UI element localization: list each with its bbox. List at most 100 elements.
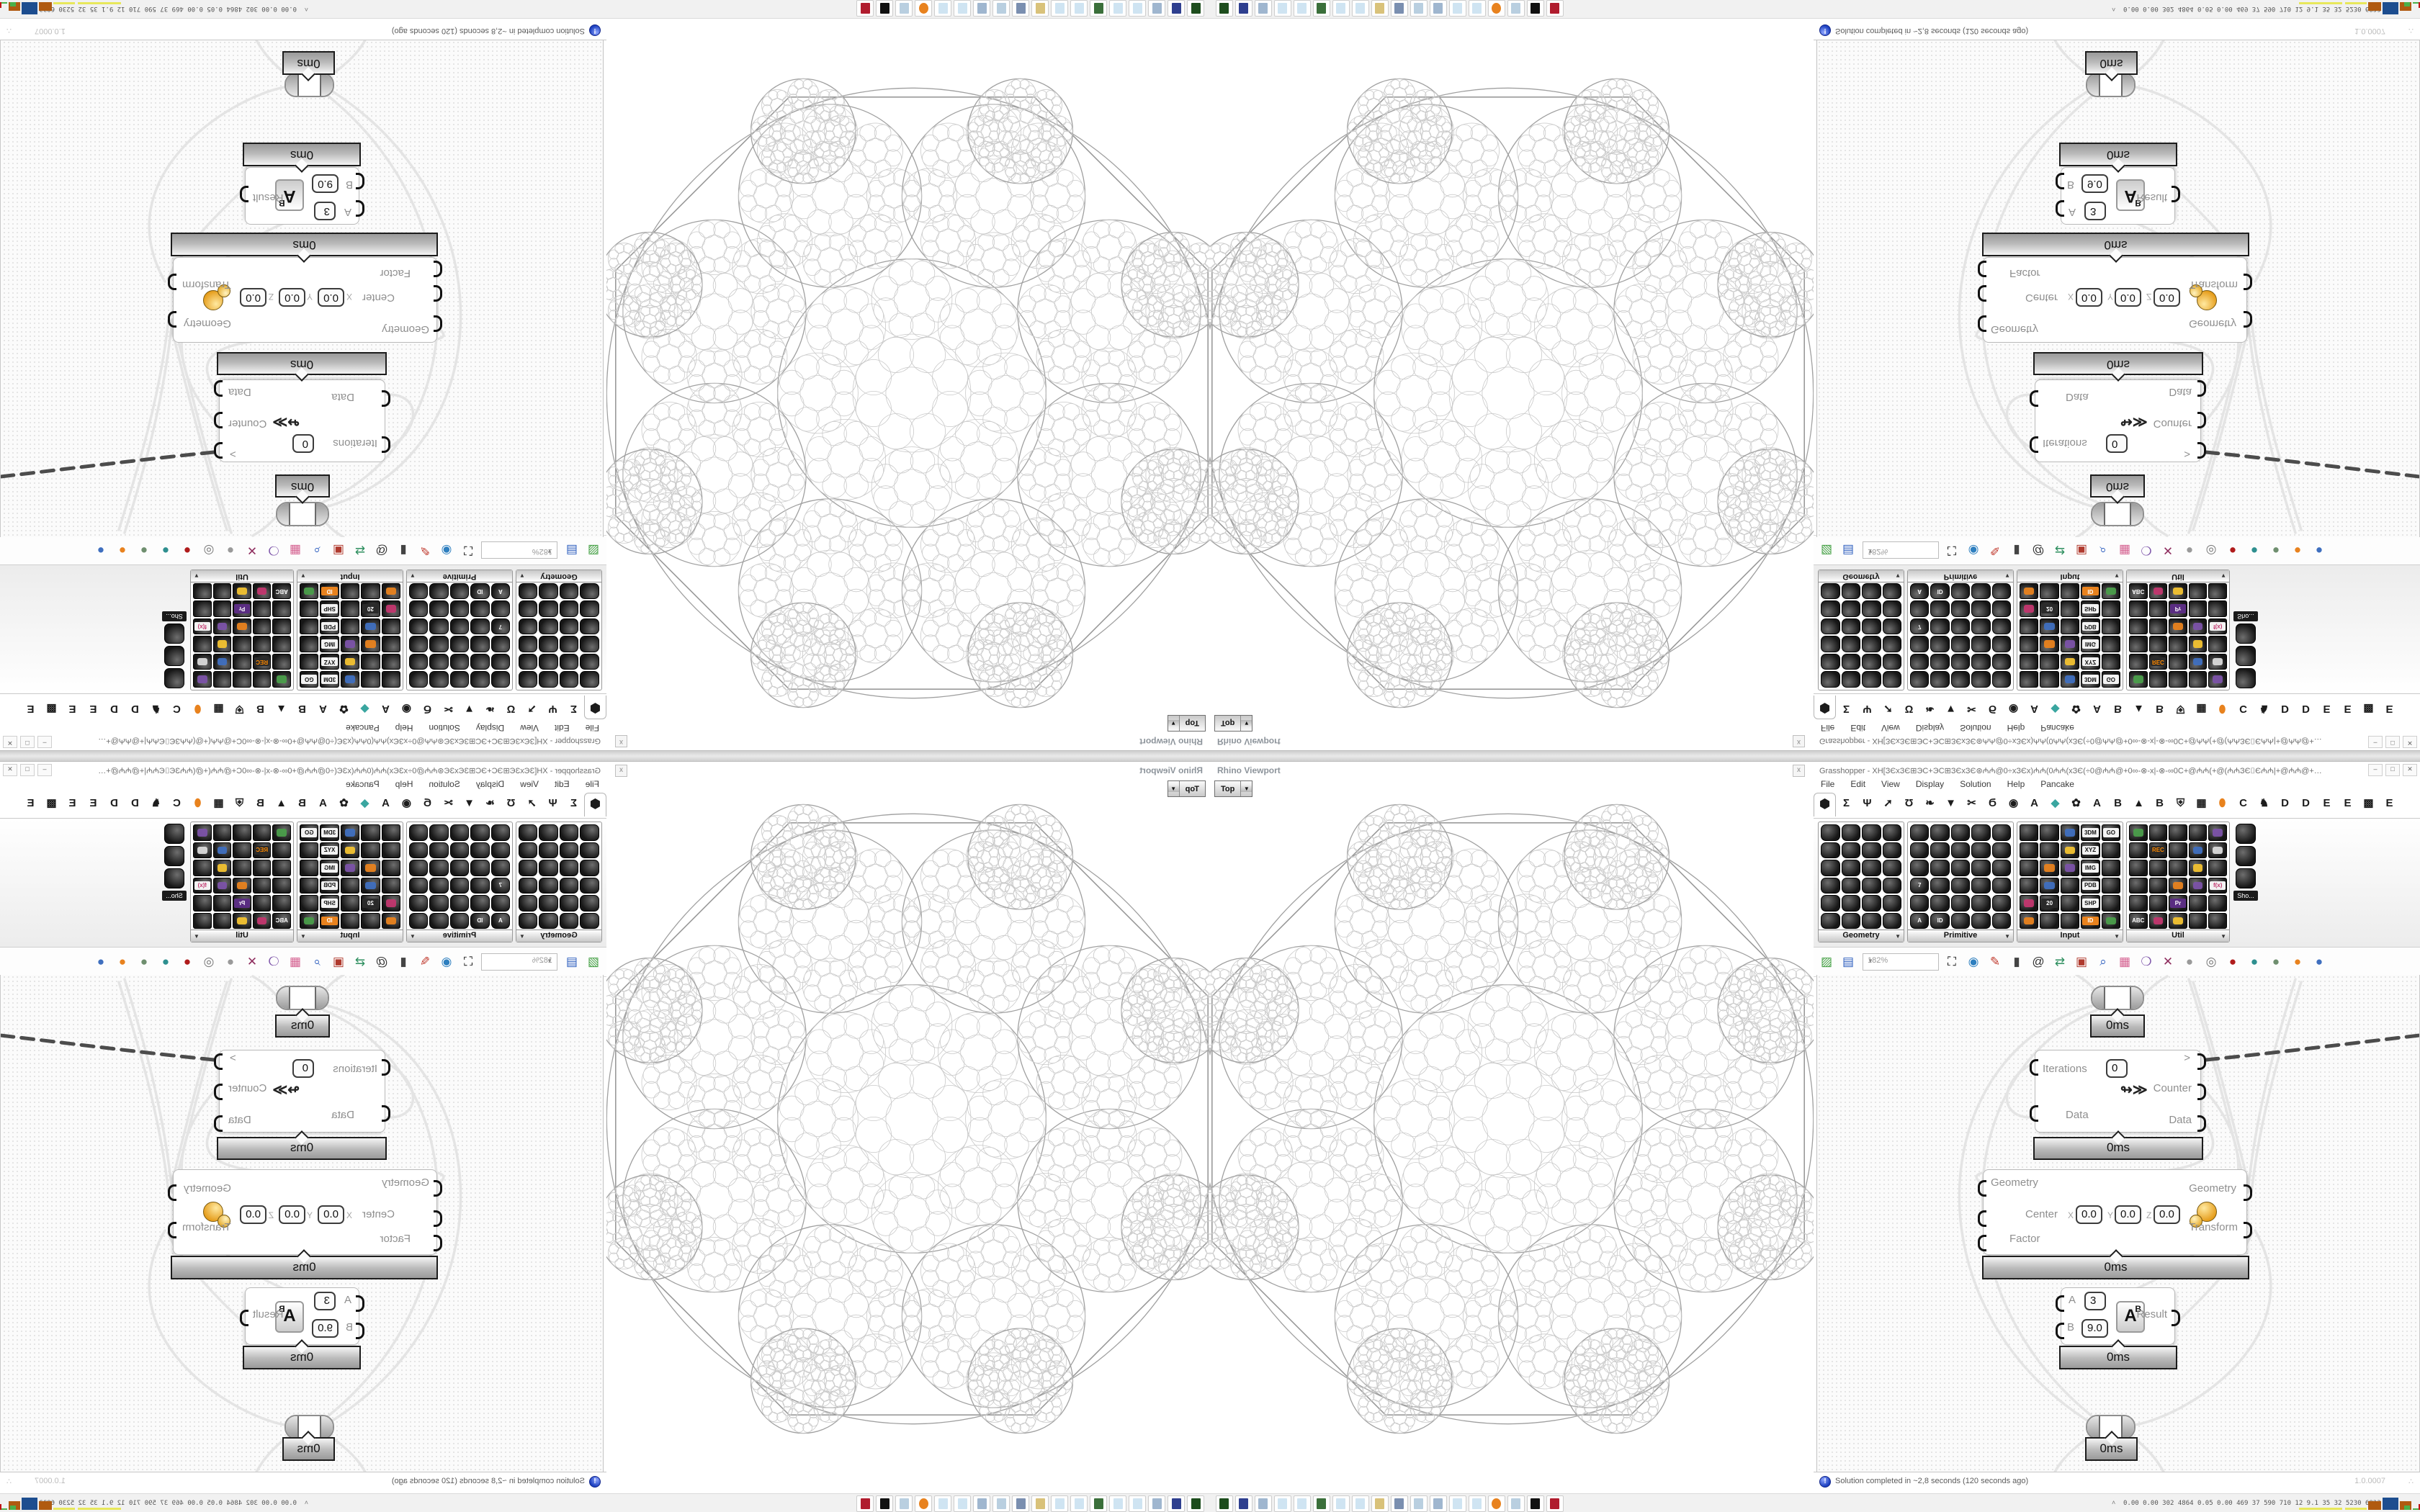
palette-icon[interactable] — [519, 600, 538, 617]
component-tab-25[interactable]: E — [2344, 797, 2352, 809]
preview-teal-icon[interactable]: ● — [2250, 955, 2259, 968]
output-port-icon[interactable] — [214, 1084, 223, 1100]
taskbar-app-documents[interactable] — [1255, 0, 1272, 17]
component-tab-0[interactable]: ⬢ — [584, 696, 606, 720]
viewport-view-dropdown[interactable]: Top ▼ — [1167, 780, 1206, 797]
palette-icon[interactable]: ID — [1930, 912, 1950, 929]
palette-icon[interactable] — [381, 583, 400, 600]
palette-icon[interactable] — [490, 671, 510, 688]
input-port-icon[interactable] — [356, 173, 364, 189]
palette-icon[interactable] — [2020, 654, 2039, 670]
palette-icon[interactable] — [470, 824, 490, 841]
palette-icon[interactable] — [2236, 824, 2256, 844]
palette-icon[interactable] — [340, 671, 360, 688]
palette-icon[interactable] — [1950, 671, 1971, 688]
output-port-icon[interactable] — [2197, 380, 2206, 397]
palette-icon[interactable] — [2169, 654, 2187, 670]
component-tab-8[interactable]: Ϭ — [1988, 797, 1997, 809]
input-port-icon[interactable] — [382, 1105, 390, 1122]
menu-view[interactable]: View — [520, 779, 539, 789]
menu-edit[interactable]: Edit — [1850, 779, 1866, 789]
input-port-icon[interactable] — [2030, 1059, 2038, 1076]
component-tab-24[interactable]: E — [2323, 703, 2331, 715]
component-tab-17[interactable]: ⛨ — [2176, 703, 2185, 715]
palette-icon[interactable] — [1821, 671, 1840, 688]
output-port-icon[interactable] — [2197, 442, 2206, 459]
palette-icon[interactable]: XYZ — [2081, 842, 2100, 858]
taskbar-app-monitor-chart[interactable] — [1313, 0, 1330, 17]
palette-icon[interactable] — [1821, 877, 1840, 894]
component-tab-20[interactable]: C — [2239, 797, 2247, 809]
palette-icon[interactable] — [1841, 671, 1860, 688]
palette-icon[interactable] — [300, 912, 319, 929]
palette-icon[interactable] — [212, 583, 232, 600]
package-icon[interactable]: ▦ — [2118, 544, 2131, 557]
palette-icon[interactable] — [1910, 600, 1930, 617]
palette-icon[interactable] — [1971, 583, 1991, 600]
palette-icon[interactable] — [470, 842, 490, 858]
component-tab-27[interactable]: E — [2385, 703, 2393, 715]
component-tab-20[interactable]: C — [173, 797, 181, 809]
palette-icon[interactable] — [560, 618, 579, 635]
palette-icon[interactable] — [1910, 842, 1930, 858]
package-icon[interactable]: ▦ — [289, 544, 302, 557]
taskbar-app-notepad[interactable] — [1332, 1495, 1350, 1512]
power-b-value-box[interactable]: 9.0 — [312, 1319, 339, 1338]
taskbar-app-media-player[interactable] — [1012, 1495, 1029, 1512]
palette-icon[interactable] — [470, 618, 490, 635]
component-tab-10[interactable]: A — [2030, 703, 2038, 715]
palette-icon[interactable] — [519, 636, 538, 652]
menu-help[interactable]: Help — [395, 723, 413, 733]
palette-icon[interactable] — [252, 636, 272, 652]
palette-icon[interactable] — [300, 618, 319, 635]
palette-icon[interactable] — [560, 600, 579, 617]
sphere-gray-icon[interactable]: ● — [226, 544, 235, 557]
palette-icon[interactable] — [361, 618, 380, 635]
palette-icon[interactable]: A — [1910, 912, 1930, 929]
palette-icon[interactable] — [580, 912, 599, 929]
palette-icon[interactable] — [429, 600, 449, 617]
taskbar-app-calculator[interactable] — [1507, 0, 1525, 17]
barrel-icon[interactable]: ▮ — [2013, 955, 2020, 968]
palette-icon[interactable] — [1841, 583, 1860, 600]
component-tab-14[interactable]: B — [298, 703, 306, 715]
palette-icon[interactable] — [233, 912, 251, 929]
palette-icon[interactable] — [519, 842, 538, 858]
component-tab-16[interactable]: B — [2156, 703, 2164, 715]
palette-icon[interactable] — [560, 895, 579, 912]
palette-icon[interactable] — [300, 636, 319, 652]
palette-icon[interactable]: SHP — [2081, 600, 2100, 617]
palette-icon[interactable]: REC — [2148, 842, 2168, 858]
palette-icon[interactable] — [1930, 824, 1950, 841]
palette-icon[interactable] — [2040, 824, 2059, 841]
output-port-icon[interactable] — [214, 1115, 223, 1132]
palette-icon[interactable] — [519, 671, 538, 688]
barrel-icon[interactable]: ▮ — [2013, 544, 2020, 557]
search-s-icon[interactable]: ⌕ — [2099, 955, 2107, 968]
component-tab-0[interactable]: ⬢ — [584, 792, 606, 816]
menu-view[interactable]: View — [520, 723, 539, 733]
palette-icon[interactable]: f(x) — [2208, 618, 2227, 635]
preview-eye-icon[interactable]: ◉ — [441, 955, 452, 968]
palette-icon[interactable] — [1971, 636, 1991, 652]
palette-icon[interactable] — [539, 912, 558, 929]
component-tab-25[interactable]: E — [68, 797, 76, 809]
palette-group-label[interactable]: Primitive ▼ — [407, 570, 512, 582]
component-tab-12[interactable]: ✿ — [2071, 797, 2081, 809]
palette-icon[interactable] — [361, 583, 380, 600]
sketch-pen-icon[interactable]: ✎ — [419, 955, 431, 968]
input-port-icon[interactable] — [2056, 173, 2064, 189]
palette-icon[interactable] — [1841, 842, 1860, 858]
input-port-icon[interactable] — [2030, 390, 2038, 407]
zoom-extents-icon[interactable]: ⛶ — [1948, 544, 1956, 557]
palette-icon[interactable] — [300, 583, 319, 600]
palette-icon[interactable] — [429, 877, 449, 894]
palette-overflow-label[interactable]: Sho... — [162, 611, 187, 621]
taskbar-app-firefox[interactable] — [915, 0, 932, 17]
menu-edit[interactable]: Edit — [554, 723, 570, 733]
palette-icon[interactable] — [1841, 860, 1860, 876]
taskbar-app-ruby-red[interactable] — [1546, 0, 1564, 17]
palette-icon[interactable] — [212, 671, 232, 688]
palette-icon[interactable] — [1882, 860, 1901, 876]
